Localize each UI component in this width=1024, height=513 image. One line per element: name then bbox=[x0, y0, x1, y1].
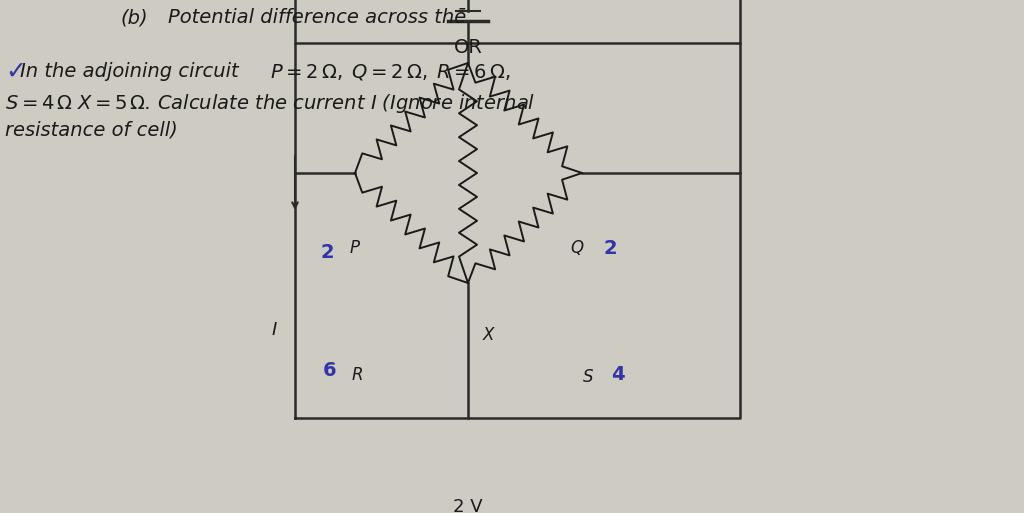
Text: I: I bbox=[271, 321, 276, 339]
Text: ✓: ✓ bbox=[5, 60, 26, 84]
Text: resistance of cell): resistance of cell) bbox=[5, 120, 178, 139]
Text: (b): (b) bbox=[120, 8, 147, 27]
Text: $S = 4\,\Omega\; X = 5\,\Omega$. Calculate the current I (Ignore internal: $S = 4\,\Omega\; X = 5\,\Omega$. Calcula… bbox=[5, 92, 536, 115]
Text: P: P bbox=[350, 239, 360, 257]
Text: X: X bbox=[482, 326, 494, 344]
Text: 2 V: 2 V bbox=[454, 498, 482, 513]
Text: 4: 4 bbox=[611, 365, 625, 385]
Text: S: S bbox=[583, 368, 593, 386]
Text: R: R bbox=[351, 366, 362, 384]
Text: 2: 2 bbox=[321, 244, 334, 263]
Text: 6: 6 bbox=[324, 361, 337, 380]
Text: $P = 2\,\Omega,\; Q = 2\,\Omega,\; R = 6\,\Omega,$: $P = 2\,\Omega,\; Q = 2\,\Omega,\; R = 6… bbox=[270, 62, 511, 82]
Text: OR: OR bbox=[454, 38, 482, 57]
Text: Q: Q bbox=[570, 239, 584, 257]
Text: In the adjoining circuit: In the adjoining circuit bbox=[20, 62, 239, 81]
Text: 2: 2 bbox=[603, 239, 616, 258]
Text: Potential difference across thē: Potential difference across thē bbox=[168, 8, 466, 27]
